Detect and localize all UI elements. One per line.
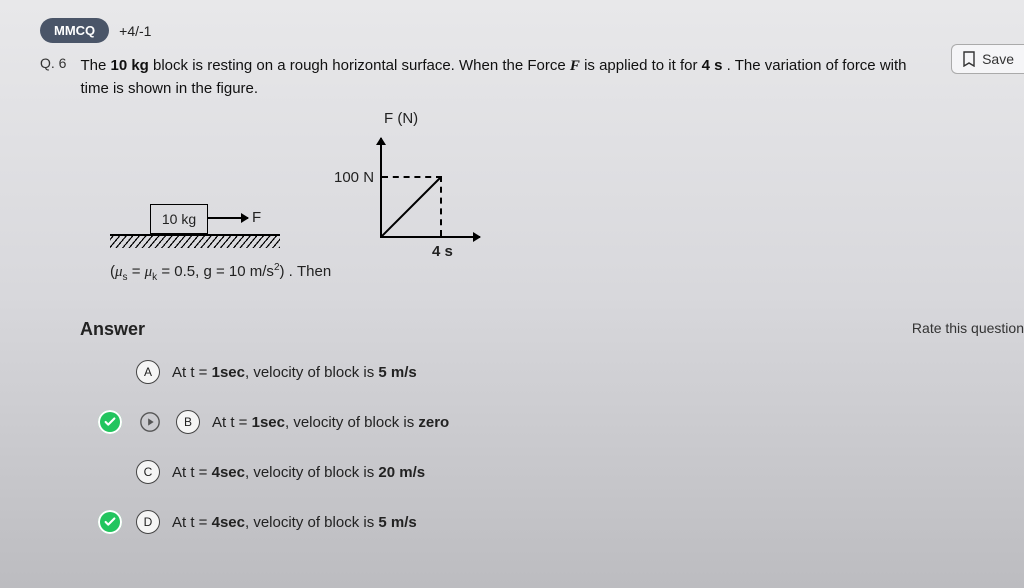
question-number: Q. 6 — [40, 55, 66, 100]
save-label: Save — [982, 51, 1014, 67]
option-text: At t = 4sec, velocity of block is 20 m/s — [172, 464, 425, 481]
check-icon — [98, 510, 122, 534]
question-text: The 10 kg block is resting on a rough ho… — [80, 55, 914, 100]
block-label: 10 kg — [150, 204, 208, 234]
parameters-text: (μs = μk = 0.5, g = 10 m/s2) . Then — [110, 262, 1024, 283]
option-text: At t = 4sec, velocity of block is 5 m/s — [172, 514, 417, 531]
option-a[interactable]: A At t = 1sec, velocity of block is 5 m/s — [96, 358, 1024, 386]
scoring-text: +4/-1 — [119, 23, 151, 39]
check-icon — [98, 410, 122, 434]
option-state-icon — [96, 508, 124, 536]
mmcq-badge: MMCQ — [40, 18, 109, 43]
option-letter: D — [136, 510, 160, 534]
option-state-icon — [96, 458, 124, 486]
answer-heading: Answer — [80, 319, 1024, 340]
bookmark-icon — [962, 51, 976, 67]
option-state-icon — [96, 358, 124, 386]
option-letter: C — [136, 460, 160, 484]
force-label: F — [252, 209, 261, 226]
block-diagram: 10 kg F — [110, 178, 290, 248]
save-button[interactable]: Save — [951, 44, 1024, 74]
video-solution-icon[interactable] — [136, 408, 164, 436]
option-text: At t = 1sec, velocity of block is 5 m/s — [172, 364, 417, 381]
question-figure: 10 kg F F (N) 100 N 4 s — [110, 118, 1024, 248]
option-letter: A — [136, 360, 160, 384]
rate-question-link[interactable]: Rate this question — [912, 320, 1024, 336]
option-b[interactable]: B At t = 1sec, velocity of block is zero — [96, 408, 1024, 436]
option-d[interactable]: D At t = 4sec, velocity of block is 5 m/s — [96, 508, 1024, 536]
option-letter: B — [176, 410, 200, 434]
option-c[interactable]: C At t = 4sec, velocity of block is 20 m/… — [96, 458, 1024, 486]
force-arrow — [208, 217, 248, 219]
option-state-icon — [96, 408, 124, 436]
options-list: A At t = 1sec, velocity of block is 5 m/s… — [96, 358, 1024, 536]
force-time-graph: F (N) 100 N 4 s — [330, 118, 490, 248]
option-text: At t = 1sec, velocity of block is zero — [212, 414, 449, 431]
